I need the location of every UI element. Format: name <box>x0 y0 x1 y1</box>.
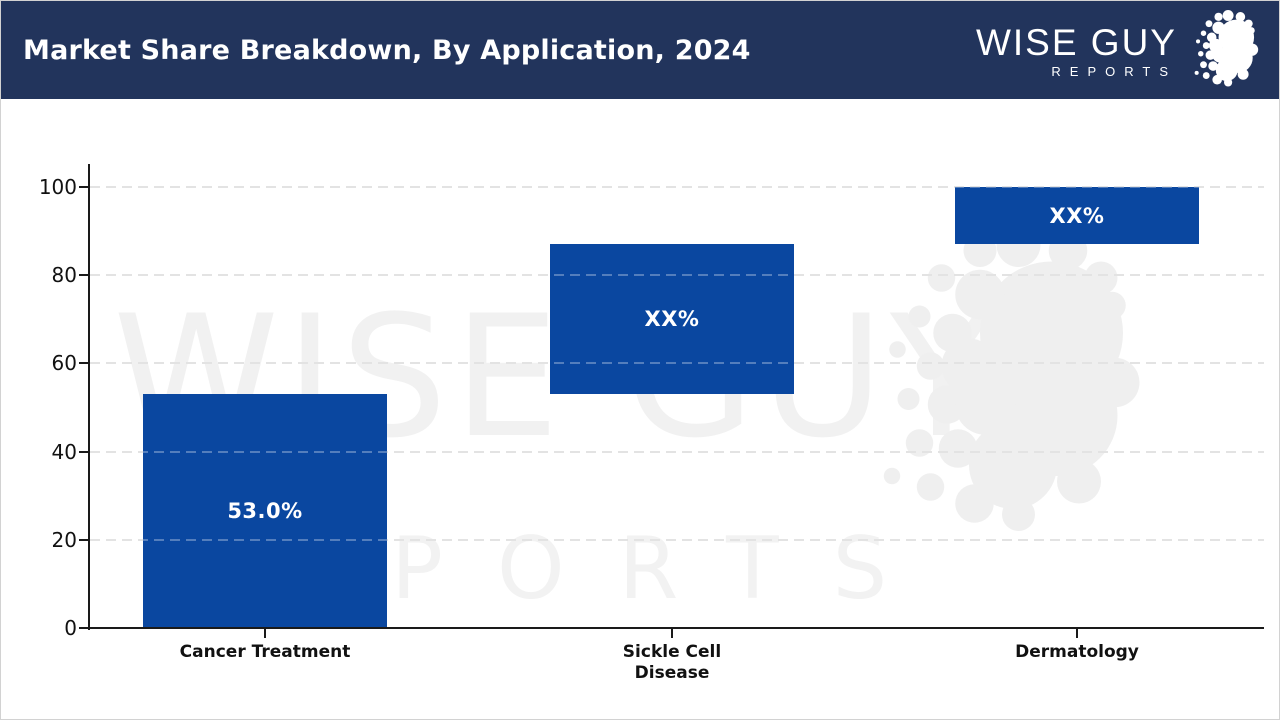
y-tick-label: 80 <box>51 263 77 288</box>
x-axis-label: Dermatology <box>1015 642 1139 662</box>
brand-logo-text: WISE GUY REPORTS <box>975 22 1177 80</box>
y-tick-label: 40 <box>51 439 77 464</box>
gridline <box>90 450 1264 453</box>
bar-cancer-treatment: 53.0% <box>143 394 387 628</box>
brand-subname: REPORTS <box>1051 64 1177 79</box>
gridline-overlay <box>90 274 1264 277</box>
brand-name: WISE GUY <box>975 22 1177 63</box>
gridline <box>90 538 1264 541</box>
y-tick-label: 60 <box>51 351 77 376</box>
brand-logo: WISE GUY REPORTS <box>976 7 1265 95</box>
x-axis-line <box>88 627 1264 629</box>
y-tick-label: 100 <box>38 175 77 199</box>
x-axis-label: Cancer Treatment <box>179 642 351 662</box>
x-tick <box>264 629 266 638</box>
x-tick <box>1076 629 1078 638</box>
y-axis-line <box>88 164 90 630</box>
page-title: Market Share Breakdown, By Application, … <box>23 34 751 66</box>
y-tick <box>79 186 89 188</box>
gridline-overlay <box>90 538 1264 541</box>
bar-value-label: XX% <box>1049 203 1105 228</box>
y-tick <box>79 274 89 277</box>
x-tick <box>671 629 673 638</box>
gridline <box>90 186 1264 188</box>
brand-head-icon <box>1194 10 1259 87</box>
gridline-overlay <box>90 186 1264 188</box>
y-tick-label: 20 <box>51 527 77 552</box>
header-bar: Market Share Breakdown, By Application, … <box>1 1 1279 99</box>
bar-value-label: XX% <box>644 307 700 332</box>
y-tick <box>79 450 89 453</box>
y-tick <box>79 362 89 365</box>
y-tick-label: 0 <box>64 616 77 640</box>
bar-sickle-cell-disease: XX% <box>550 244 794 395</box>
gridline-overlay <box>90 362 1264 365</box>
y-tick <box>79 538 89 541</box>
x-axis-label: Sickle Cell Disease <box>622 642 722 683</box>
bar-value-label: 53.0% <box>227 499 303 524</box>
y-tick <box>79 627 89 629</box>
gridline-overlay <box>90 450 1264 453</box>
bar-dermatology: XX% <box>955 187 1199 245</box>
